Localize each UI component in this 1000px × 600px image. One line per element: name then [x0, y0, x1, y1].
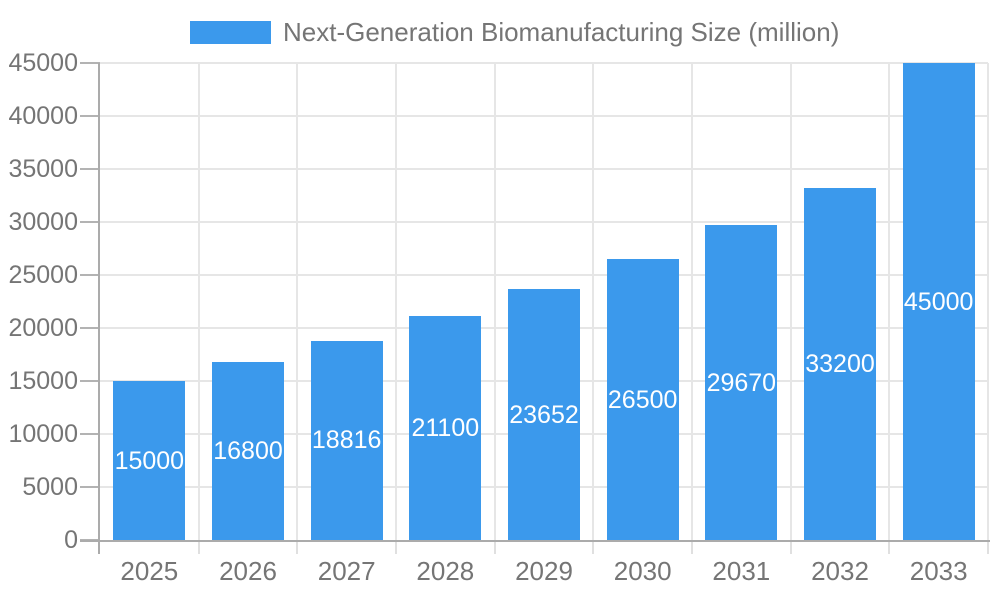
- x-axis-label-2029: 2029: [515, 556, 573, 586]
- x-axis-label-2028: 2028: [416, 556, 475, 586]
- bar-2029[interactable]: 23652: [508, 289, 580, 540]
- y-axis-tick: [80, 221, 100, 223]
- x-axis-line: [80, 540, 990, 542]
- x-axis-label-2025: 2025: [120, 556, 179, 586]
- bar-2033-text: 45000: [903, 287, 974, 316]
- x-gridline: [493, 63, 496, 540]
- x-gridline: [888, 63, 891, 540]
- x-gridline: [592, 63, 595, 540]
- bar-2025[interactable]: 15000: [113, 381, 186, 540]
- x-axis-label-2027: 2027: [317, 556, 376, 586]
- bar-2032[interactable]: 33200: [804, 188, 876, 540]
- bar-2033[interactable]: 45000: [902, 63, 975, 540]
- x-axis-tick: [395, 540, 397, 554]
- bar-2031[interactable]: 29670: [705, 225, 778, 540]
- x-axis-tick: [789, 540, 792, 554]
- bar-2026[interactable]: 16800: [212, 361, 284, 540]
- x-axis-label-2030: 2030: [613, 556, 672, 586]
- x-axis-tick: [592, 540, 595, 554]
- bar-2030[interactable]: 26500: [606, 259, 679, 540]
- y-axis-tick: [80, 433, 100, 435]
- x-gridline: [395, 63, 397, 540]
- y-gridline: [100, 221, 988, 223]
- y-gridline: [100, 62, 988, 64]
- bar-2025-text: 15000: [114, 446, 185, 475]
- y-axis-label: 15000: [8, 367, 78, 395]
- y-gridline: [100, 168, 988, 170]
- y-axis-label: 20000: [8, 314, 78, 342]
- bar-2031-text: 29670: [706, 368, 777, 397]
- bar-2026-text: 16800: [213, 436, 283, 465]
- y-axis-tick: [80, 380, 100, 382]
- x-axis-label-2026: 2026: [219, 556, 277, 586]
- chart-title: Next-Generation Biomanufacturing Size (m…: [283, 17, 840, 47]
- y-axis-label: 5000: [22, 473, 78, 501]
- y-axis-tick: [80, 168, 100, 170]
- bar-2028[interactable]: 21100: [409, 316, 482, 540]
- x-axis-tick: [987, 540, 989, 554]
- x-axis-label-2033: 2033: [909, 556, 968, 586]
- x-gridline: [691, 63, 693, 540]
- legend-swatch: [190, 21, 271, 44]
- x-axis-tick: [197, 540, 200, 554]
- x-axis-tick: [296, 540, 299, 554]
- y-axis-tick: [80, 486, 100, 488]
- x-axis-label-2031: 2031: [712, 556, 771, 586]
- x-axis-tick: [493, 540, 496, 554]
- y-axis-label: 0: [64, 526, 78, 554]
- y-axis-label: 45000: [8, 49, 78, 77]
- bar-2030-text: 26500: [607, 385, 678, 414]
- x-gridline: [197, 63, 200, 540]
- x-axis-tick: [691, 540, 693, 554]
- x-gridline: [296, 63, 299, 540]
- y-gridline: [100, 115, 988, 117]
- y-gridline: [100, 274, 988, 276]
- x-gridline: [789, 63, 792, 540]
- y-axis-label: 10000: [8, 420, 78, 448]
- y-axis-line: [98, 63, 100, 554]
- y-axis-label: 30000: [8, 208, 78, 236]
- bar-2028-text: 21100: [411, 414, 480, 443]
- bar-2027-text: 18816: [311, 426, 382, 455]
- x-gridline: [987, 63, 989, 540]
- y-axis-tick: [80, 274, 100, 276]
- y-axis-label: 40000: [8, 102, 78, 130]
- y-axis-tick: [80, 327, 100, 329]
- bar-2032-text: 33200: [805, 350, 875, 379]
- y-axis-tick: [80, 115, 100, 117]
- y-axis-label: 25000: [8, 261, 78, 289]
- x-axis-tick: [888, 540, 891, 554]
- bar-2029-text: 23652: [509, 400, 579, 429]
- x-axis-label-2032: 2032: [811, 556, 869, 586]
- y-axis-label: 35000: [8, 155, 78, 183]
- y-axis-tick: [80, 62, 100, 64]
- bar-2027[interactable]: 18816: [310, 340, 383, 540]
